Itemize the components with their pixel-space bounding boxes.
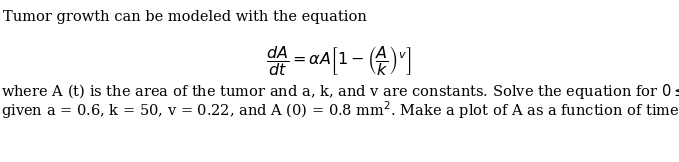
Text: where A (t) is the area of the tumor and a, k, and v are constants. Solve the eq: where A (t) is the area of the tumor and… (1, 82, 679, 101)
Text: Tumor growth can be modeled with the equation: Tumor growth can be modeled with the equ… (3, 10, 367, 24)
Text: given a = 0.6, k = 50, v = 0.22, and A (0) = 0.8 mm$^2$. Make a plot of A as a f: given a = 0.6, k = 50, v = 0.22, and A (… (1, 99, 679, 121)
Text: $\dfrac{dA}{dt} = \alpha A\left[1 - \left(\dfrac{A}{k}\right)^{v}\right]$: $\dfrac{dA}{dt} = \alpha A\left[1 - \lef… (266, 44, 411, 77)
